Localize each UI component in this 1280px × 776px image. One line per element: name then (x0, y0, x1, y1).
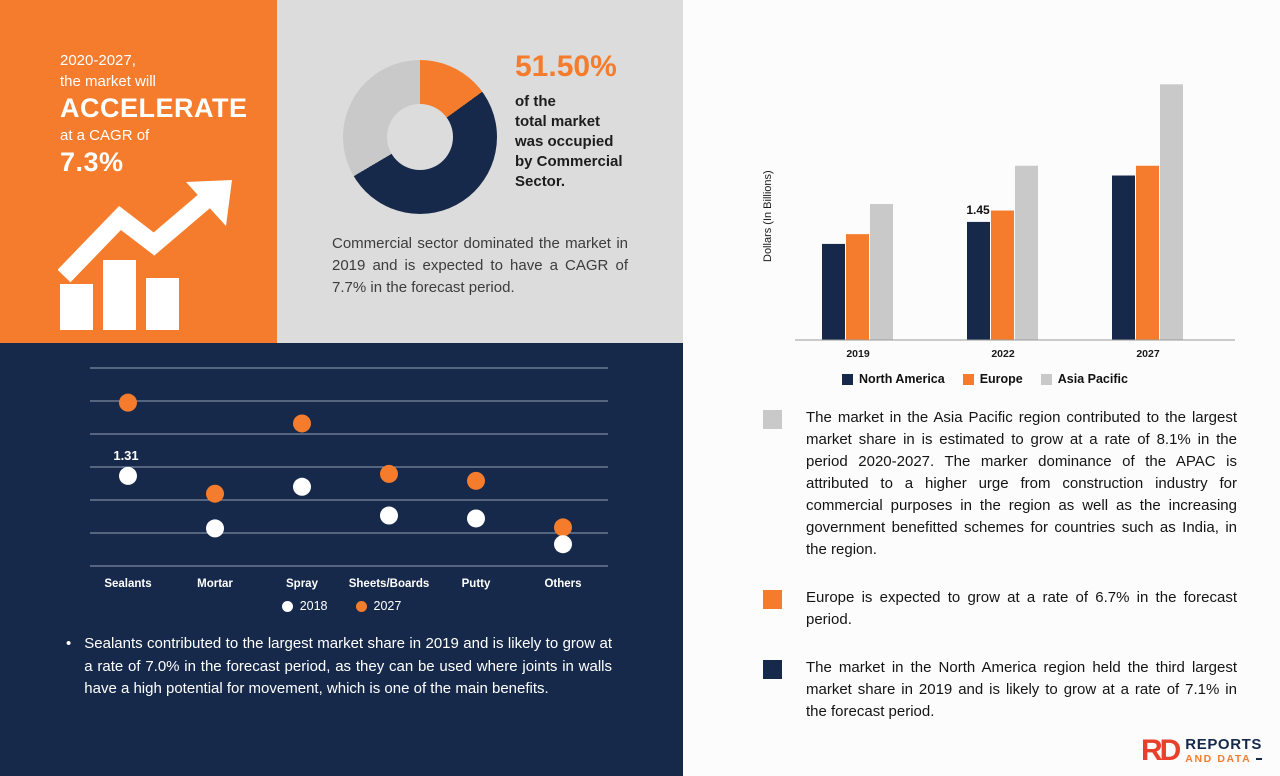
dotplot-category-label: Sheets/Boards (349, 578, 430, 590)
regional-panel: 2019 2022 2027 Dollars (In Billions) 1.45 No… (683, 0, 1280, 776)
bar-legend-europe: Europe (962, 372, 1023, 386)
dot-2018-Others (554, 535, 572, 554)
cagr-line-rate: 7.3% (60, 147, 124, 177)
bar-North America-2019 (822, 243, 845, 340)
europe-marker (763, 590, 782, 609)
sealants-note-text: Sealants contributed to the largest mark… (84, 635, 612, 697)
product-type-dotplot: Sealants Mortar Spray Sheets/Boards Putty Oth… (90, 367, 608, 590)
top-row: 2020-2027, the market will ACCELERATE at… (0, 0, 683, 343)
legend-dot-icon (281, 600, 293, 612)
dotplot-legend-2027: 2027 (355, 599, 402, 613)
dot-2027-Putty (467, 471, 485, 490)
legend-label: 2018 (299, 599, 328, 613)
commercial-share-donut (343, 60, 497, 214)
dotplot-legend: 2018 2027 (0, 599, 683, 613)
bar-chart-legend: North America Europe Asia Pacific (745, 372, 1225, 386)
regional-bar-chart: 2019 2022 2027 Dollars (In Billions) 1.45 (762, 84, 1235, 360)
logo-text: REPORTS AND DATA (1185, 737, 1262, 765)
europe-text: Europe is expected to grow at a rate of … (806, 589, 1237, 628)
dotplot-category-label: Putty (462, 578, 491, 590)
cagr-line-accelerate: ACCELERATE (60, 93, 248, 123)
legend-square-icon (962, 373, 974, 385)
dot-2027-Others (554, 518, 572, 537)
dot-2027-Sheets/Boards (380, 464, 398, 483)
north-america-text: The market in the North America region h… (806, 659, 1237, 720)
bar-legend-north-america: North America (842, 372, 945, 386)
bar-legend-asia-pacific: Asia Pacific (1040, 372, 1128, 386)
legend-label: Asia Pacific (1057, 372, 1128, 386)
cagr-panel: 2020-2027, the market will ACCELERATE at… (0, 0, 277, 343)
bar-North America-2022 (967, 221, 990, 340)
bar-x-label: 2022 (991, 348, 1015, 360)
logo-line (1256, 758, 1262, 760)
cagr-line-years: 2020-2027, (60, 52, 136, 69)
bar-data-label: 1.45 (966, 203, 990, 217)
commercial-share-callout: 51.50% of the total market was occupied … (515, 50, 665, 192)
dotplot-category-label: Sealants (104, 578, 151, 590)
bar-x-label: 2019 (846, 348, 870, 360)
dot-2027-Spray (293, 414, 311, 433)
logo-name-top: REPORTS (1185, 736, 1262, 753)
bar-x-label: 2027 (1136, 348, 1160, 360)
bar-Europe-2027 (1136, 165, 1159, 340)
bar-Asia Pacific-2027 (1160, 84, 1183, 340)
dot-2018-Putty (467, 509, 485, 528)
bar-North America-2027 (1112, 175, 1135, 340)
donut-hole (387, 104, 453, 170)
dot-2018-Sealants (119, 466, 137, 485)
cagr-text-block: 2020-2027, the market will ACCELERATE at… (60, 50, 248, 179)
reports-and-data-logo: RD REPORTS AND DATA (1141, 734, 1262, 768)
bullet-europe: Europe is expected to grow at a rate of … (763, 587, 1237, 631)
dot-2018-Mortar (206, 519, 224, 538)
commercial-share-percent: 51.50% (515, 50, 617, 83)
dotplot-legend-2018: 2018 (281, 599, 328, 613)
logo-name-bottom-text: AND DATA (1185, 753, 1252, 765)
dotplot-category-label: Spray (286, 578, 319, 590)
cagr-line-ataCAGR: at a CAGR of (60, 127, 150, 144)
legend-square-icon (1040, 373, 1052, 385)
dot-2018-Spray (293, 477, 311, 496)
dot-2018-Sheets/Boards (380, 506, 398, 525)
legend-square-icon (842, 373, 854, 385)
cagr-line-intro: the market will (60, 73, 156, 90)
sealants-note: • Sealants contributed to the largest ma… (66, 633, 612, 701)
logo-monogram-icon: RD (1140, 734, 1181, 767)
bar-Asia Pacific-2022 (1015, 165, 1038, 340)
north-america-marker (763, 660, 782, 679)
dotplot-category-label: Mortar (197, 578, 233, 590)
bar-Europe-2019 (846, 234, 869, 340)
bullet-north-america: The market in the North America region h… (763, 657, 1237, 723)
bar-y-axis-label: Dollars (In Billions) (762, 170, 774, 262)
dot-2027-Sealants (119, 393, 137, 412)
asia-pacific-marker (763, 410, 782, 429)
dot-2027-Mortar (206, 484, 224, 503)
legend-label: Europe (979, 372, 1023, 386)
dotplot-category-label: Others (544, 578, 581, 590)
legend-label: 2027 (373, 599, 402, 613)
product-type-panel: Sealants Mortar Spray Sheets/Boards Putty Oth… (0, 343, 683, 776)
logo-name-bottom: AND DATA (1185, 753, 1262, 765)
bar-Asia Pacific-2019 (870, 204, 893, 340)
legend-label: North America (859, 372, 945, 386)
commercial-paragraph: Commercial sector dominated the market i… (332, 235, 628, 296)
commercial-share-caption: of the total market was occupied by Comm… (515, 93, 623, 190)
commercial-sector-panel: 51.50% of the total market was occupied … (277, 0, 683, 343)
bar-Europe-2022 (991, 210, 1014, 340)
legend-dot-icon (355, 600, 367, 612)
note-bullet: • (66, 635, 72, 652)
asia-pacific-text: The market in the Asia Pacific region co… (806, 409, 1237, 558)
bullet-asia-pacific: The market in the Asia Pacific region co… (763, 407, 1237, 561)
dotplot-data-label: 1.31 (113, 448, 138, 463)
left-column: 2020-2027, the market will ACCELERATE at… (0, 0, 683, 776)
regional-bullets: The market in the Asia Pacific region co… (763, 407, 1237, 749)
growth-arrow-icon (58, 180, 232, 330)
